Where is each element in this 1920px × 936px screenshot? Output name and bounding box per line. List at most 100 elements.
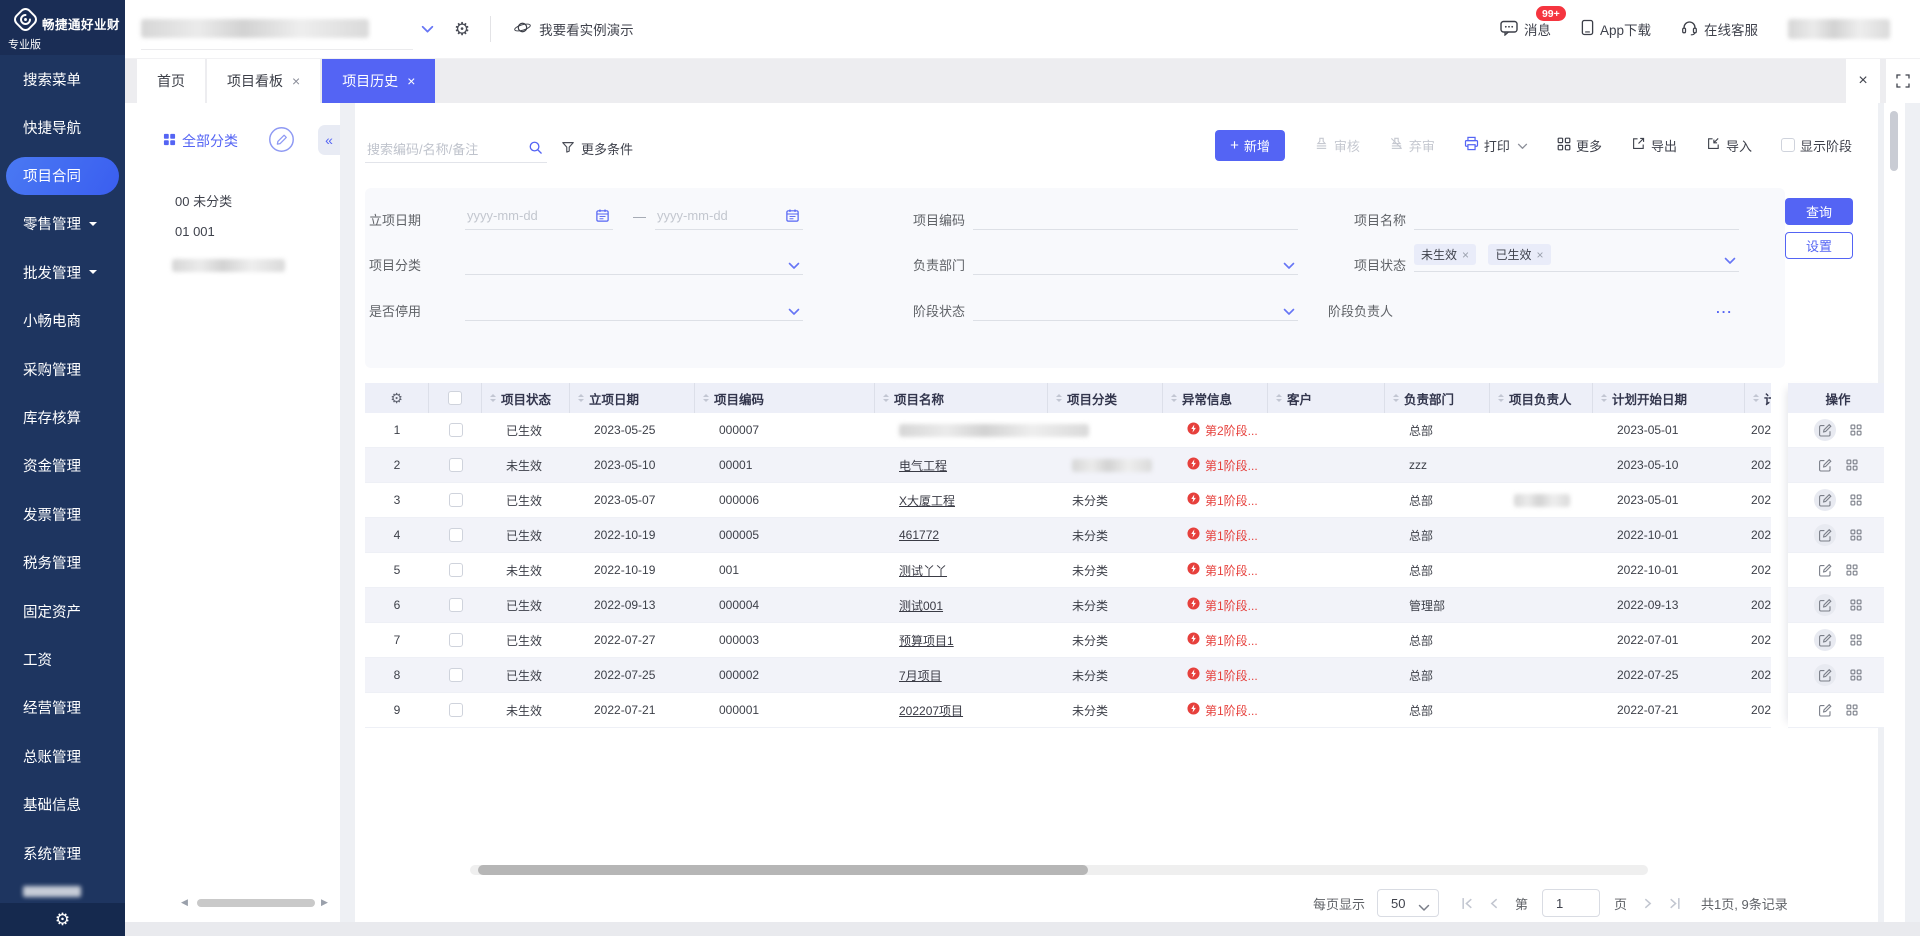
import-button[interactable]: 导入 — [1706, 136, 1752, 155]
row-more-grid-icon[interactable] — [1850, 669, 1862, 681]
sidebar-item-clipped[interactable] — [0, 877, 125, 902]
date-to-input[interactable]: yyyy-mm-dd — [655, 202, 803, 230]
sidebar-item-fixed-assets[interactable]: 固定资产 — [0, 587, 125, 635]
project-name-link[interactable]: 7月项目 — [899, 668, 942, 683]
edit-icon[interactable] — [1814, 629, 1836, 651]
row-more-grid-icon[interactable] — [1846, 459, 1858, 471]
tab-home[interactable]: 首页 — [137, 59, 205, 103]
category-item[interactable]: 00 未分类 — [175, 194, 233, 209]
sidebar-item-payroll[interactable]: 工资 — [0, 635, 125, 683]
edit-icon[interactable] — [1814, 419, 1836, 441]
show-stage-checkbox[interactable] — [1780, 138, 1795, 152]
sidebar-item-invoice[interactable]: 发票管理 — [0, 490, 125, 538]
gear-icon[interactable]: ⚙ — [454, 18, 471, 39]
col-header-category[interactable]: 项目分类 — [1048, 383, 1163, 413]
row-more-grid-icon[interactable] — [1850, 529, 1862, 541]
project-status-select[interactable]: 未生效 × 已生效 × — [1414, 244, 1739, 272]
col-header-end[interactable]: 计 — [1745, 383, 1771, 413]
scroll-left-icon[interactable]: ◀ — [181, 897, 188, 907]
add-button[interactable]: + 新增 — [1215, 129, 1285, 161]
project-category-select[interactable] — [465, 247, 803, 275]
messages-button[interactable]: 消息 99+ — [1500, 6, 1566, 39]
cell-exception[interactable]: 第2阶段... — [1163, 413, 1268, 447]
scrollbar-thumb[interactable] — [478, 865, 1088, 875]
col-header-name[interactable]: 项目名称 — [875, 383, 1048, 413]
sort-icon[interactable] — [1498, 391, 1504, 405]
sort-icon[interactable] — [1393, 391, 1399, 405]
sidebar-item-base-info[interactable]: 基础信息 — [0, 780, 125, 828]
next-page-icon[interactable] — [1641, 897, 1654, 910]
sort-icon[interactable] — [1171, 391, 1177, 405]
per-page-select[interactable]: 50 — [1377, 889, 1440, 917]
checkbox[interactable] — [448, 633, 463, 647]
sort-icon[interactable] — [578, 391, 584, 405]
col-header-code[interactable]: 项目编码 — [695, 383, 875, 413]
sidebar-item-funds[interactable]: 资金管理 — [0, 442, 125, 490]
cell-exception[interactable]: 第1阶段... — [1163, 518, 1268, 552]
scroll-right-icon[interactable]: ▶ — [321, 897, 328, 907]
project-name-link[interactable]: 测试001 — [899, 598, 944, 613]
sidebar-item-system[interactable]: 系统管理 — [0, 829, 125, 877]
row-more-grid-icon[interactable] — [1850, 494, 1862, 506]
project-name-link[interactable]: 202207项目 — [899, 703, 964, 718]
checkbox[interactable] — [448, 391, 462, 405]
row-checkbox[interactable] — [429, 658, 482, 692]
export-button[interactable]: 导出 — [1631, 136, 1677, 155]
last-page-icon[interactable] — [1668, 897, 1681, 910]
sort-icon[interactable] — [490, 391, 496, 405]
dept-select[interactable] — [973, 247, 1298, 275]
select-all-checkbox[interactable] — [429, 383, 482, 413]
col-header-start[interactable]: 计划开始日期 — [1593, 383, 1745, 413]
sidebar-item-purchase[interactable]: 采购管理 — [0, 345, 125, 393]
project-name-link[interactable]: 测试丫丫 — [899, 563, 948, 578]
sidebar-item-tax[interactable]: 税务管理 — [0, 539, 125, 587]
close-tab-icon[interactable]: × — [1846, 59, 1880, 103]
cell-exception[interactable]: 第1阶段... — [1163, 553, 1268, 587]
col-header-owner[interactable]: 项目负责人 — [1490, 383, 1593, 413]
fullscreen-icon[interactable] — [1886, 59, 1920, 103]
row-checkbox[interactable] — [429, 413, 482, 447]
col-header-customer[interactable]: 客户 — [1268, 383, 1385, 413]
date-from-input[interactable]: yyyy-mm-dd — [465, 202, 613, 230]
sidebar-item-project-contract[interactable]: 项目合同 — [6, 156, 119, 195]
remove-tag-icon[interactable]: × — [1462, 247, 1470, 262]
sidebar-item-search-menu[interactable]: 搜索菜单 — [0, 55, 125, 103]
print-button[interactable]: 打印 — [1464, 136, 1528, 155]
sort-icon[interactable] — [1276, 391, 1282, 405]
project-name-link[interactable]: 预算项目1 — [899, 633, 954, 648]
chevron-down-icon[interactable] — [421, 25, 434, 34]
cell-exception[interactable]: 第1阶段... — [1163, 623, 1268, 657]
category-title[interactable]: 全部分类 — [182, 133, 238, 149]
scrollbar-thumb[interactable] — [197, 899, 315, 907]
search-icon[interactable] — [528, 140, 543, 160]
online-service-button[interactable]: 在线客服 — [1681, 19, 1758, 39]
query-button[interactable]: 查询 — [1785, 198, 1853, 225]
row-checkbox[interactable] — [429, 448, 482, 482]
sort-icon[interactable] — [883, 391, 889, 405]
checkbox[interactable] — [448, 423, 463, 437]
company-selector[interactable] — [141, 8, 413, 50]
col-header-exception[interactable]: 异常信息 — [1163, 383, 1268, 413]
checkbox[interactable] — [448, 528, 463, 542]
cell-exception[interactable]: 第1阶段... — [1163, 448, 1268, 482]
category-item-redacted[interactable] — [172, 259, 285, 272]
checkbox[interactable] — [448, 493, 463, 507]
row-checkbox[interactable] — [429, 693, 482, 727]
sidebar-item-general-ledger[interactable]: 总账管理 — [0, 732, 125, 780]
audit-button[interactable]: 审核 — [1314, 136, 1360, 155]
col-header-date[interactable]: 立项日期 — [570, 383, 695, 413]
tab-project-history[interactable]: 项目历史 × — [322, 59, 436, 103]
project-code-input[interactable] — [973, 202, 1298, 230]
close-icon[interactable]: × — [292, 73, 301, 89]
edit-icon[interactable] — [1814, 489, 1836, 511]
sidebar-item-wholesale[interactable]: 批发管理 — [0, 248, 125, 296]
sort-icon[interactable] — [1753, 391, 1759, 405]
more-button[interactable]: 更多 — [1557, 136, 1602, 155]
stage-status-select[interactable] — [973, 293, 1298, 321]
edit-icon[interactable] — [1818, 703, 1832, 717]
sort-icon[interactable] — [703, 391, 709, 405]
row-more-grid-icon[interactable] — [1850, 634, 1862, 646]
cell-exception[interactable]: 第1阶段... — [1163, 483, 1268, 517]
row-more-grid-icon[interactable] — [1850, 599, 1862, 611]
sidebar-settings-gear-icon[interactable]: ⚙ — [0, 903, 125, 936]
